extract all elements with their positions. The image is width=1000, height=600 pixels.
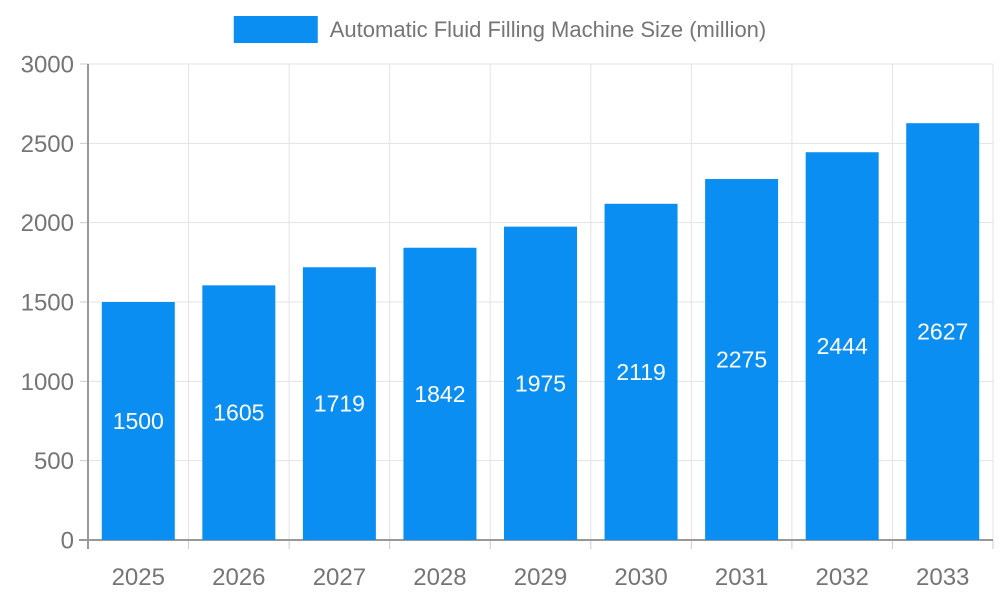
y-axis-label: 500 bbox=[34, 448, 74, 475]
x-axis-label: 2030 bbox=[614, 564, 667, 591]
y-axis-label: 3000 bbox=[21, 52, 74, 79]
bar-2025 bbox=[101, 302, 175, 540]
bar-value-label: 2119 bbox=[616, 359, 665, 385]
x-axis-label: 2025 bbox=[112, 564, 165, 591]
y-axis-label: 0 bbox=[61, 528, 74, 555]
bar-2033 bbox=[906, 123, 980, 540]
legend-label: Automatic Fluid Filling Machine Size (mi… bbox=[329, 16, 767, 42]
x-axis-label: 2027 bbox=[313, 564, 366, 591]
bar-2026 bbox=[202, 285, 276, 540]
y-axis-label: 1000 bbox=[21, 369, 74, 396]
bar-2032 bbox=[805, 152, 879, 540]
bar-value-label: 1975 bbox=[515, 370, 566, 396]
chart-legend: Automatic Fluid Filling Machine Size (mi… bbox=[233, 16, 767, 43]
x-axis-label: 2032 bbox=[815, 564, 868, 591]
bar-2030 bbox=[604, 203, 678, 540]
bar-value-label: 1719 bbox=[314, 391, 365, 417]
x-axis-label: 2031 bbox=[715, 564, 768, 591]
bar-2029 bbox=[504, 226, 577, 540]
x-axis-label: 2029 bbox=[514, 564, 567, 591]
legend-swatch bbox=[233, 16, 318, 43]
bar-value-label: 1842 bbox=[414, 381, 465, 407]
y-axis-label: 1500 bbox=[21, 290, 74, 317]
x-axis-label: 2028 bbox=[413, 564, 466, 591]
x-axis-label: 2026 bbox=[212, 564, 265, 591]
x-axis-label: 2033 bbox=[916, 564, 969, 591]
bar-2027 bbox=[302, 267, 376, 540]
bar-value-label: 1500 bbox=[113, 408, 164, 434]
y-axis-label: 2000 bbox=[21, 210, 74, 237]
bar-value-label: 1605 bbox=[213, 400, 264, 426]
bar-value-label: 2275 bbox=[716, 347, 767, 373]
bar-2031 bbox=[705, 179, 779, 541]
bar-2028 bbox=[403, 247, 477, 540]
bar-value-label: 2627 bbox=[917, 319, 968, 345]
y-axis-label: 2500 bbox=[21, 131, 74, 158]
bar-value-label: 2444 bbox=[817, 333, 868, 359]
